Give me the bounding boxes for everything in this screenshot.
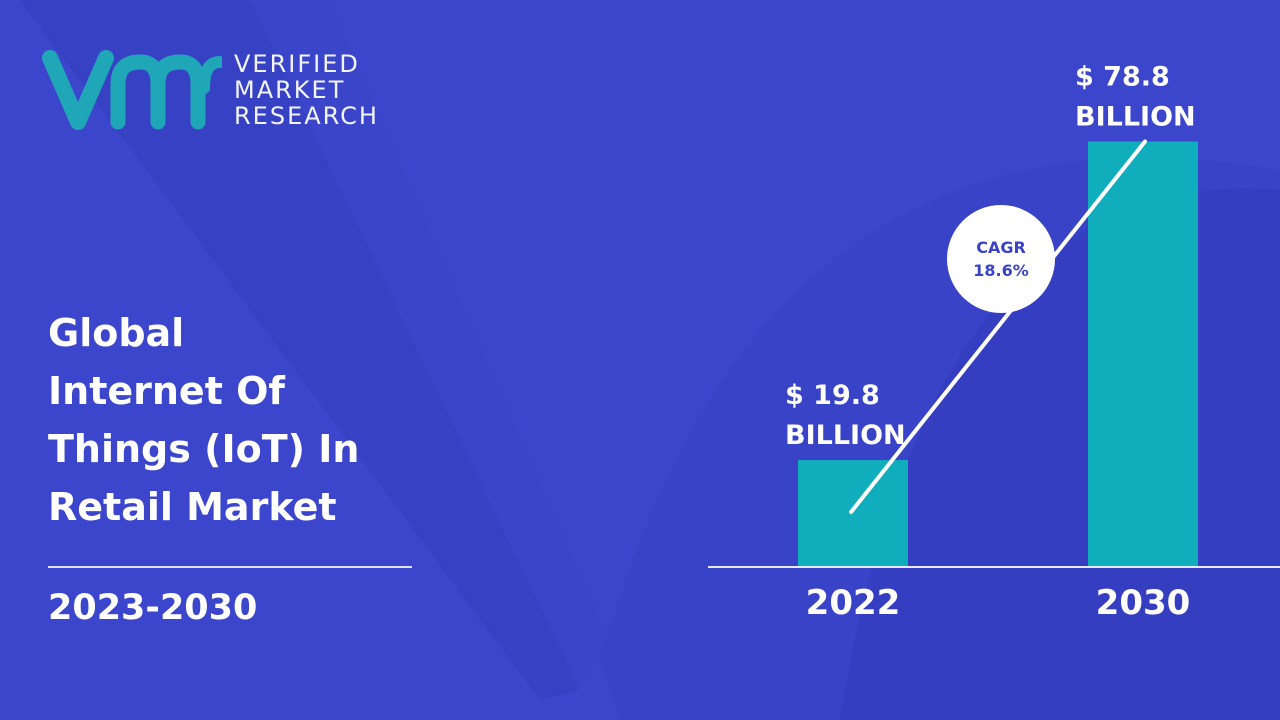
- report-title: Global Internet Of Things (IoT) In Retai…: [48, 304, 428, 536]
- brand-line-3: RESEARCH: [234, 102, 379, 130]
- brand-logo: VERIFIED MARKET RESEARCH: [42, 48, 402, 132]
- value-label-2022-unit: BILLION: [785, 420, 906, 451]
- x-tick-2022: 2022: [806, 583, 901, 623]
- cagr-trend-line: [849, 139, 1147, 515]
- bar-2030: [1088, 141, 1198, 568]
- brand-line-2: MARKET: [234, 76, 346, 104]
- brand-line-1: VERIFIED: [234, 50, 360, 78]
- vmr-logo-icon: [42, 50, 222, 130]
- cagr-value: 18.6%: [973, 261, 1029, 280]
- value-label-2022-amount: $ 19.8: [785, 380, 880, 411]
- title-line-3: Things (IoT) In: [48, 427, 360, 471]
- title-divider: [48, 566, 412, 568]
- bar-2022: [798, 460, 908, 567]
- title-line-1: Global: [48, 311, 185, 355]
- title-line-4: Retail Market: [48, 485, 337, 529]
- forecast-period: 2023-2030: [48, 588, 258, 628]
- cagr-label: CAGR: [976, 238, 1026, 257]
- x-tick-2030: 2030: [1096, 583, 1191, 623]
- cagr-badge: [947, 205, 1055, 313]
- value-label-2030-amount: $ 78.8: [1075, 61, 1170, 92]
- brand-name: VERIFIED MARKET RESEARCH: [234, 51, 379, 129]
- value-label-2030-unit: BILLION: [1075, 101, 1196, 132]
- title-line-2: Internet Of: [48, 369, 285, 413]
